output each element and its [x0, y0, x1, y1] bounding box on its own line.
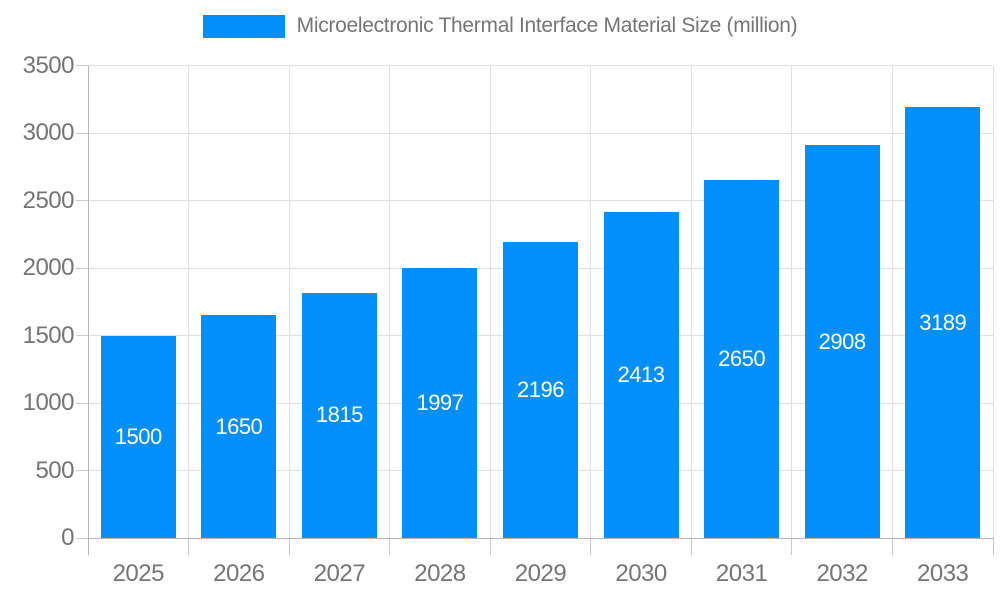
y-axis-tick [76, 267, 88, 269]
v-gridline [891, 65, 893, 538]
bar-value-label: 2908 [818, 328, 866, 354]
x-axis-label: 2031 [715, 560, 768, 587]
y-axis-tick [76, 335, 88, 336]
x-axis-label: 2030 [615, 560, 667, 587]
y-axis-tick [76, 470, 88, 471]
x-axis-label: 2029 [514, 560, 567, 587]
x-axis-tick [791, 538, 793, 555]
bar[interactable]: 3189 [905, 107, 981, 538]
h-gridline [88, 65, 993, 66]
x-axis-label: 2028 [414, 560, 466, 587]
bar[interactable]: 1500 [100, 335, 176, 538]
y-axis-tick [76, 65, 88, 66]
bar-value-label: 1815 [315, 402, 363, 428]
bar-value-label: 1650 [215, 413, 263, 439]
bar-value-label: 1997 [416, 390, 464, 416]
y-axis-line [87, 65, 89, 555]
bar-value-label: 1500 [114, 423, 162, 449]
h-gridline [88, 132, 993, 134]
v-gridline [489, 65, 491, 538]
bar[interactable]: 2196 [503, 241, 578, 538]
bar[interactable]: 2908 [804, 145, 880, 538]
x-axis-tick [992, 538, 994, 555]
x-axis-tick [489, 538, 491, 555]
bar[interactable]: 2650 [704, 180, 780, 538]
legend-item[interactable]: Microelectronic Thermal Interface Materi… [0, 14, 1000, 38]
h-gridline [88, 200, 993, 201]
v-gridline [188, 65, 190, 538]
y-axis-tick [76, 402, 88, 404]
y-axis-label: 1500 [22, 321, 75, 349]
x-axis-label: 2033 [917, 560, 969, 587]
x-axis-tick [690, 538, 692, 555]
v-gridline [590, 65, 592, 538]
x-axis-label: 2027 [313, 560, 366, 587]
x-axis-label: 2032 [816, 560, 868, 587]
v-gridline [690, 65, 692, 538]
x-axis-tick [590, 538, 592, 555]
y-axis-tick [76, 200, 88, 201]
y-axis-tick [76, 132, 88, 134]
bar[interactable]: 1997 [402, 268, 478, 538]
x-axis-label: 2025 [112, 560, 165, 587]
x-axis-tick [891, 538, 893, 555]
y-axis-label: 2500 [22, 186, 75, 214]
bar[interactable]: 1650 [201, 315, 277, 538]
y-axis-label: 3000 [22, 119, 75, 146]
legend-swatch-icon [202, 14, 285, 38]
legend-label: Microelectronic Thermal Interface Materi… [296, 14, 798, 37]
x-axis-label: 2026 [213, 560, 265, 587]
x-axis-tick [389, 538, 391, 555]
y-axis-label: 0 [61, 524, 74, 551]
v-gridline [288, 65, 290, 538]
x-axis-tick [188, 538, 190, 555]
y-axis-label: 500 [35, 456, 74, 484]
y-axis-tick [76, 537, 88, 539]
y-axis-label: 3500 [22, 51, 75, 79]
v-gridline [791, 65, 793, 538]
bar[interactable]: 2413 [603, 212, 679, 538]
bar-value-label: 2196 [517, 376, 564, 402]
x-axis-line [88, 537, 994, 539]
bar[interactable]: 1815 [301, 292, 377, 538]
bar-value-label: 2650 [718, 346, 766, 372]
y-axis-label: 2000 [22, 254, 75, 281]
x-axis-tick [288, 538, 290, 555]
bar-value-label: 2413 [617, 362, 665, 388]
bar-value-label: 3189 [919, 309, 967, 335]
y-axis-label: 1000 [22, 389, 75, 416]
v-gridline [992, 65, 994, 538]
v-gridline [389, 65, 391, 538]
